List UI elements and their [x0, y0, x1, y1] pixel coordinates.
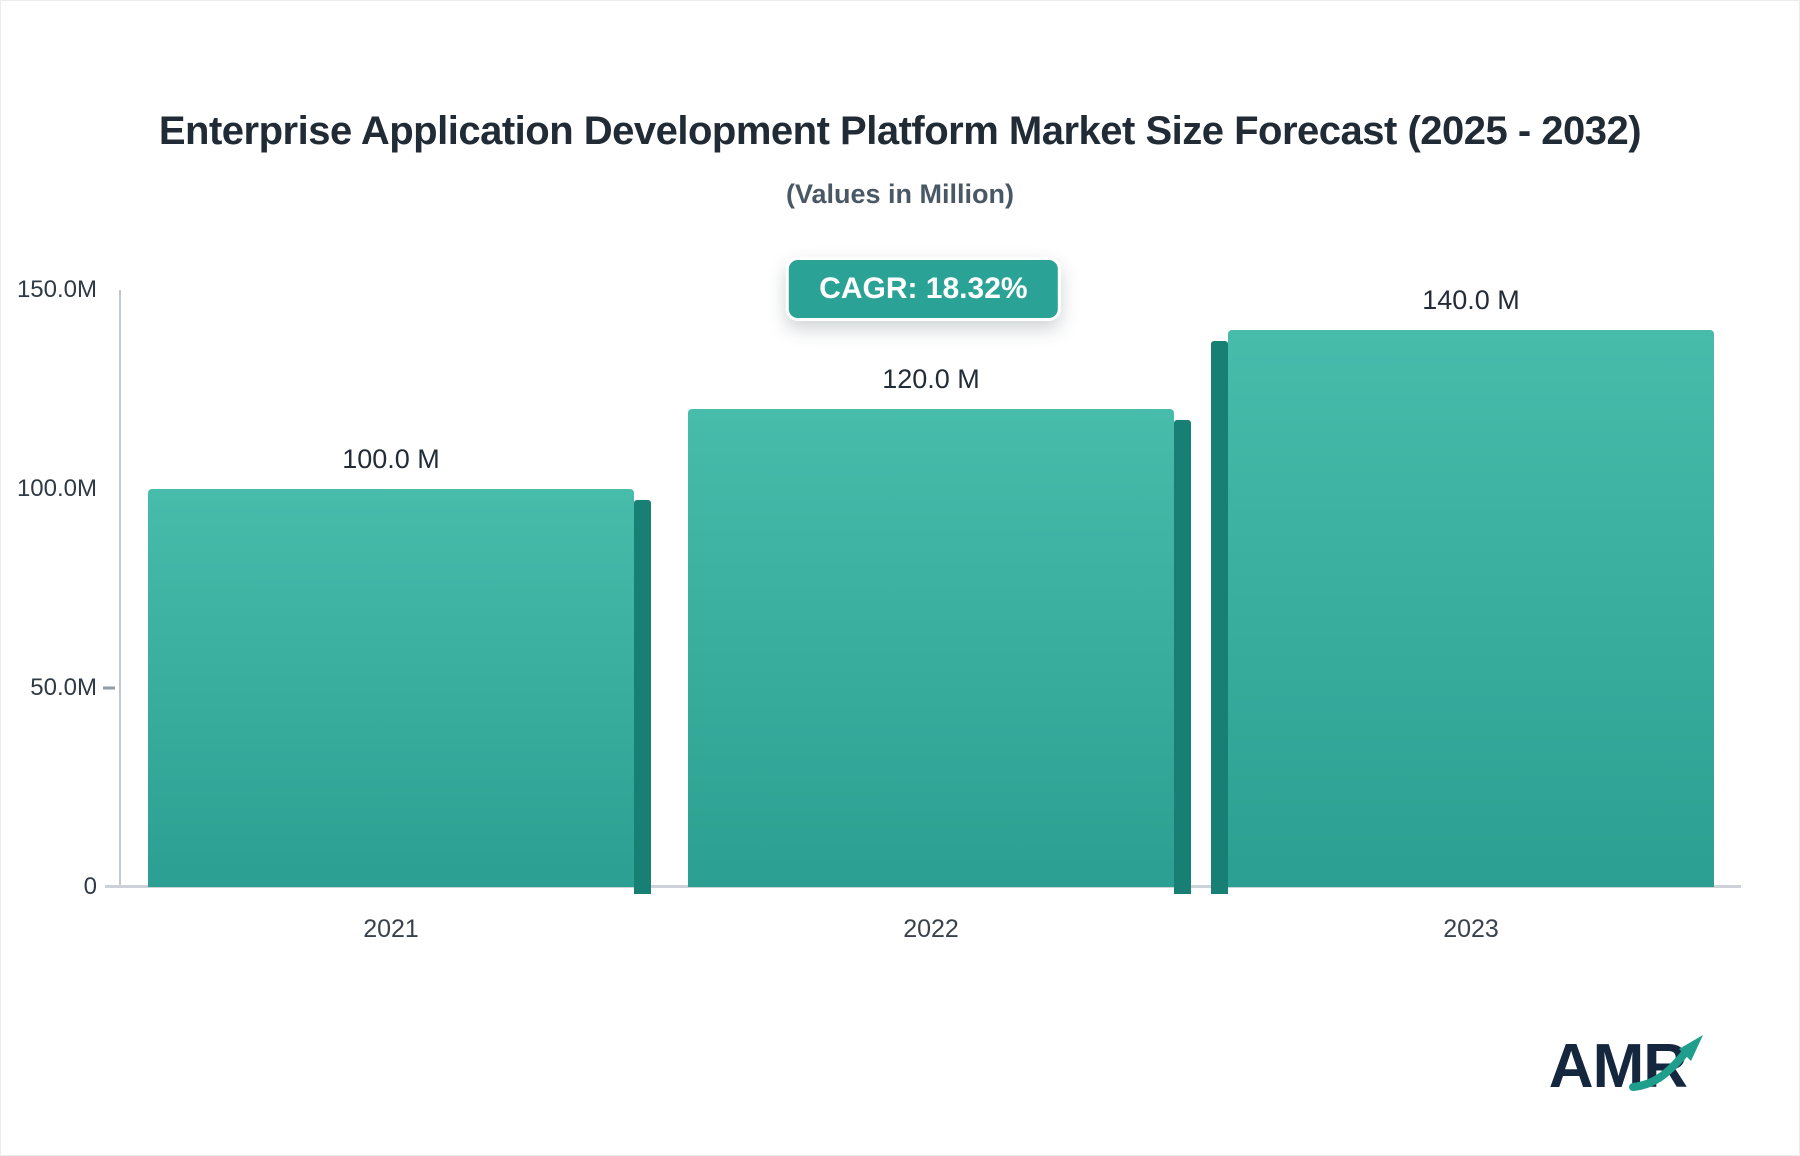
bar-group-2021: 100.0 M: [121, 290, 661, 894]
amr-logo: AMR: [1548, 1031, 1703, 1103]
cagr-badge: CAGR: 18.32%: [786, 257, 1061, 321]
x-axis-label-2023: 2023: [1443, 915, 1499, 943]
y-tick-label: 0: [83, 873, 97, 900]
bar-group-2023: 140.0 M: [1201, 285, 1741, 894]
y-axis-line: [119, 290, 121, 887]
bar-2021: 100.0 M: [148, 444, 651, 894]
plot-area: 100.0 M 120.0 M 140.0 M: [121, 285, 1741, 894]
x-axis-labels: 2021 2022 2023: [121, 899, 1741, 944]
x-axis-label-2022: 2022: [903, 915, 959, 943]
bar-value-label: 120.0 M: [882, 364, 980, 395]
x-axis-label-2021: 2021: [363, 915, 419, 943]
y-tick-label: 100.0M: [16, 475, 97, 502]
amr-logo-text: AMR: [1548, 1032, 1688, 1101]
y-tick-label: 50.0M: [1, 674, 113, 702]
bar-2023: 140.0 M: [1211, 285, 1714, 894]
bar-3d-side: [1211, 340, 1228, 894]
bar-group-2022: 120.0 M: [661, 290, 1201, 894]
y-axis: 150.0M 100.0M 50.0M 0: [1, 276, 113, 900]
bar-3d-side: [634, 500, 651, 894]
bar-2022: 120.0 M: [688, 364, 1191, 894]
chart-subtitle: (Values in Million): [785, 179, 1015, 209]
bar-3d-side: [1174, 420, 1191, 894]
growth-arrow-icon: [1629, 1035, 1703, 1091]
y-tick-label: 150.0M: [16, 276, 97, 303]
page-title: Enterprise Application Development Platf…: [158, 109, 1642, 153]
bar-value-label: 140.0 M: [1422, 284, 1520, 315]
bar-value-label: 100.0 M: [342, 444, 440, 474]
